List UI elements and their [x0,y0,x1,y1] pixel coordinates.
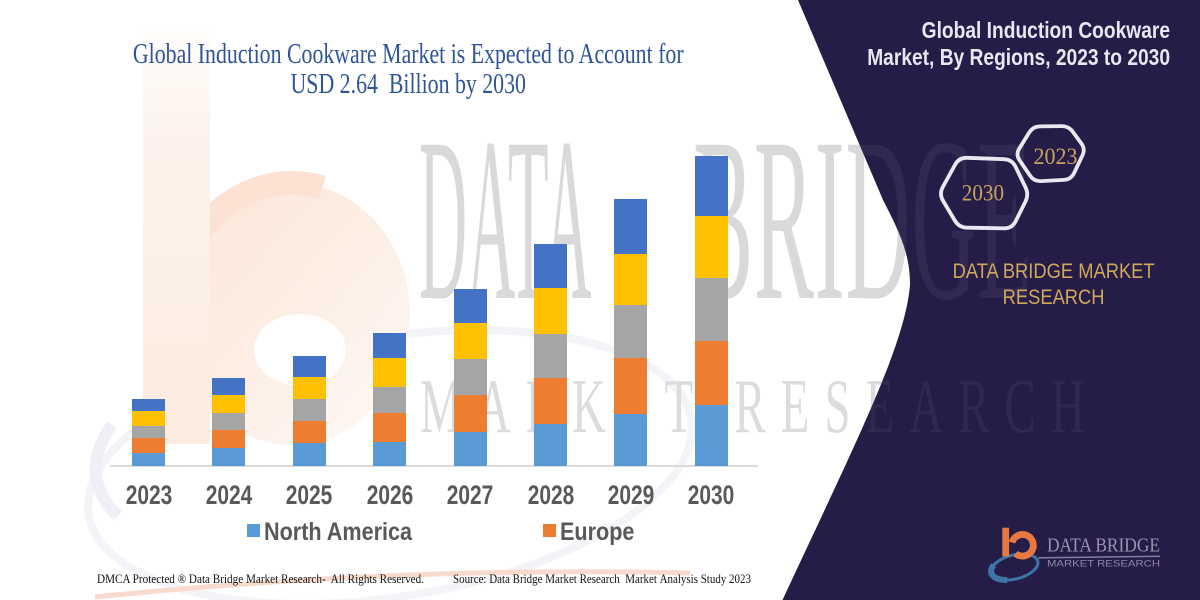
svg-text:MARKET RESEARCH: MARKET RESEARCH [1047,559,1160,569]
svg-text:2023: 2023 [1034,144,1078,170]
svg-text:DATA BRIDGE: DATA BRIDGE [1047,535,1160,557]
svg-text:2030: 2030 [962,181,1004,207]
